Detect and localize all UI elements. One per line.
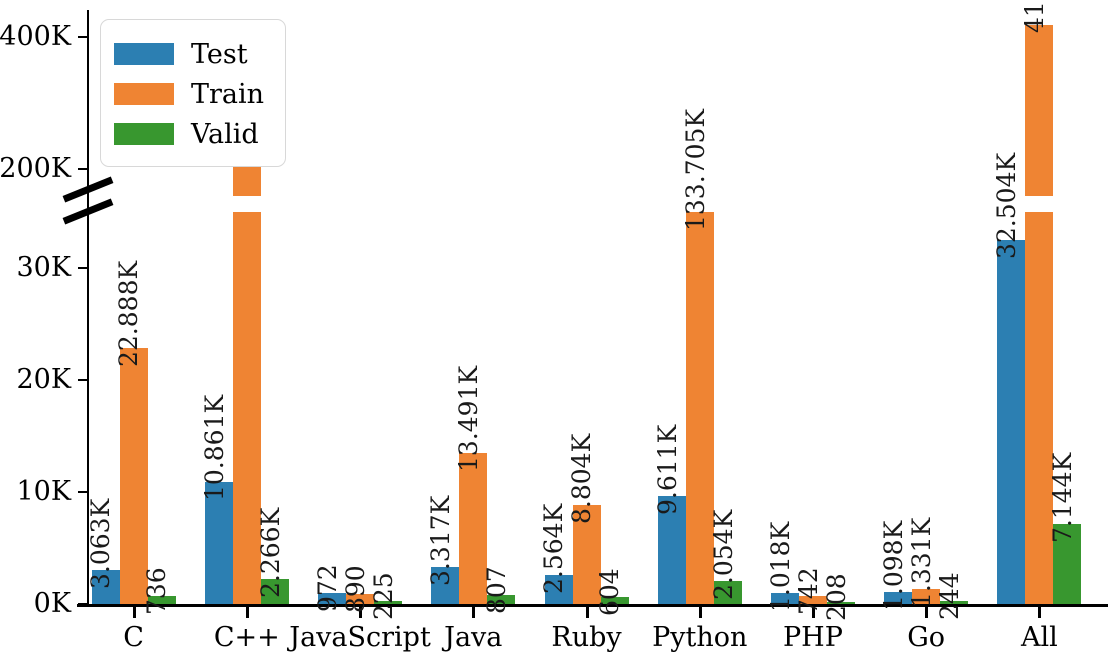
bar-python-valid [713,581,742,604]
bar-value-label-all-train: 417.101K [1020,0,1049,33]
bar-go-test [884,591,913,604]
x-tick-mark-5 [698,607,702,618]
bar-php-test [770,592,799,604]
bar-python-test [657,496,686,604]
bar-value-label-java-test: 3.317K [426,495,456,586]
bar-php-train [798,595,827,604]
bar-c-test [91,569,120,604]
bar-value-label-go-valid: 244 [935,572,964,621]
bar-value-label-c-test: 3.063K [86,498,116,589]
bar-upper-all-train [1025,25,1054,196]
y-tick-lower-0-mark [78,603,87,605]
bar-java-test [431,566,460,604]
x-tick-label-go: Go [907,622,946,653]
y-tick-upper-0-label: 200K [0,153,71,185]
x-tick-mark-7 [925,607,929,618]
bar-value-label-all-valid: 7.144K [1048,452,1078,543]
x-tick-mark-0 [132,607,136,618]
bar-value-label-go-train: 1.331K [907,517,936,609]
bar-python-train [685,212,714,604]
bar-all-test [997,239,1026,604]
bar-c-train [119,347,148,604]
legend-item-valid: Valid [114,114,272,154]
y-tick-upper-0-mark [78,168,87,171]
bar-ruby-test [544,575,573,604]
bar-cpp-valid [260,578,289,604]
bar-value-label-cpp-valid: 2.266K [255,507,285,598]
x-tick-label-all: All [1020,622,1058,653]
legend-item-train: Train [114,74,272,114]
x-tick-label-php: PHP [782,622,843,653]
legend-swatch-valid-icon [114,123,174,145]
x-tick-mark-1 [245,607,249,618]
bar-value-label-ruby-test: 2.564K [539,504,569,595]
bar-value-label-c-train: 22.888K [114,260,144,367]
y-axis-spine-upper [87,10,89,202]
bar-java-valid [487,594,516,604]
y-tick-lower-2-mark [78,379,87,381]
legend: Test Train Valid [100,19,286,167]
x-axis-spine [77,604,1108,607]
legend-swatch-test-icon [114,43,174,65]
y-tick-lower-3-mark [78,267,87,269]
legend-label-train: Train [191,78,265,110]
x-tick-mark-8 [1038,607,1042,618]
bar-value-label-php-valid: 208 [821,572,851,621]
bar-value-label-javascript-test: 972 [312,564,342,613]
bar-javascript-train [346,594,375,604]
bar-value-label-php-test: 1.018K [765,521,795,612]
bar-value-label-all-test: 32.504K [992,152,1022,259]
y-tick-upper-1-label: 400K [0,20,71,52]
bar-value-label-c-valid: 736 [142,567,172,615]
bar-javascript-test [318,593,347,604]
bar-value-label-javascript-valid: 225 [368,572,398,621]
x-tick-label-c: C [123,622,144,653]
bar-value-label-php-train: 742 [793,566,823,615]
bar-cpp-test [204,482,233,604]
legend-swatch-train-icon [114,83,174,105]
bar-all-valid [1053,524,1082,604]
y-tick-lower-0-label: 0K [33,588,71,619]
bar-value-label-python-test: 9.611K [652,425,682,516]
bar-all-train [1025,212,1054,604]
y-axis-spine-lower [87,192,89,606]
bar-php-valid [826,601,855,604]
x-tick-label-javascript: JavaScript [289,622,431,653]
bar-value-label-python-valid: 2.054K [708,509,738,600]
legend-label-valid: Valid [191,118,259,150]
bar-value-label-java-train: 13.491K [454,365,484,472]
legend-label-test: Test [191,38,248,70]
x-tick-mark-3 [472,607,476,618]
bar-ruby-train [572,505,601,604]
y-tick-lower-2-label: 20K [16,364,71,395]
bar-value-label-cpp-test: 10.861K [199,395,229,502]
y-tick-lower-3-label: 30K [16,252,71,283]
bar-go-valid [940,601,969,604]
bar-c-valid [147,595,176,604]
x-tick-label-cpp: C++ [213,622,280,653]
bar-javascript-valid [374,601,403,604]
x-tick-mark-6 [811,607,815,618]
bar-value-label-javascript-train: 890 [340,565,370,614]
bar-cpp-train [232,212,261,604]
bar-ruby-valid [600,597,629,604]
y-tick-lower-1-mark [78,491,87,493]
x-tick-label-java: Java [444,622,503,653]
x-tick-label-ruby: Ruby [551,622,622,653]
bar-value-label-java-valid: 807 [482,566,512,614]
bar-go-train [912,589,941,604]
y-tick-lower-1-label: 10K [16,476,71,507]
lower-axis-panel [89,212,1108,604]
x-tick-label-python: Python [652,622,748,653]
bar-value-label-ruby-train: 8.804K [567,434,597,525]
bar-value-label-go-test: 1.098K [879,520,908,611]
bar-value-label-python-train: 133.705K [680,108,710,231]
x-tick-mark-2 [359,607,363,618]
bar-value-label-ruby-valid: 604 [595,568,625,617]
legend-item-test: Test [114,34,272,74]
x-tick-mark-4 [585,607,589,618]
y-tick-upper-1-mark [78,35,87,38]
bar-java-train [459,452,488,604]
